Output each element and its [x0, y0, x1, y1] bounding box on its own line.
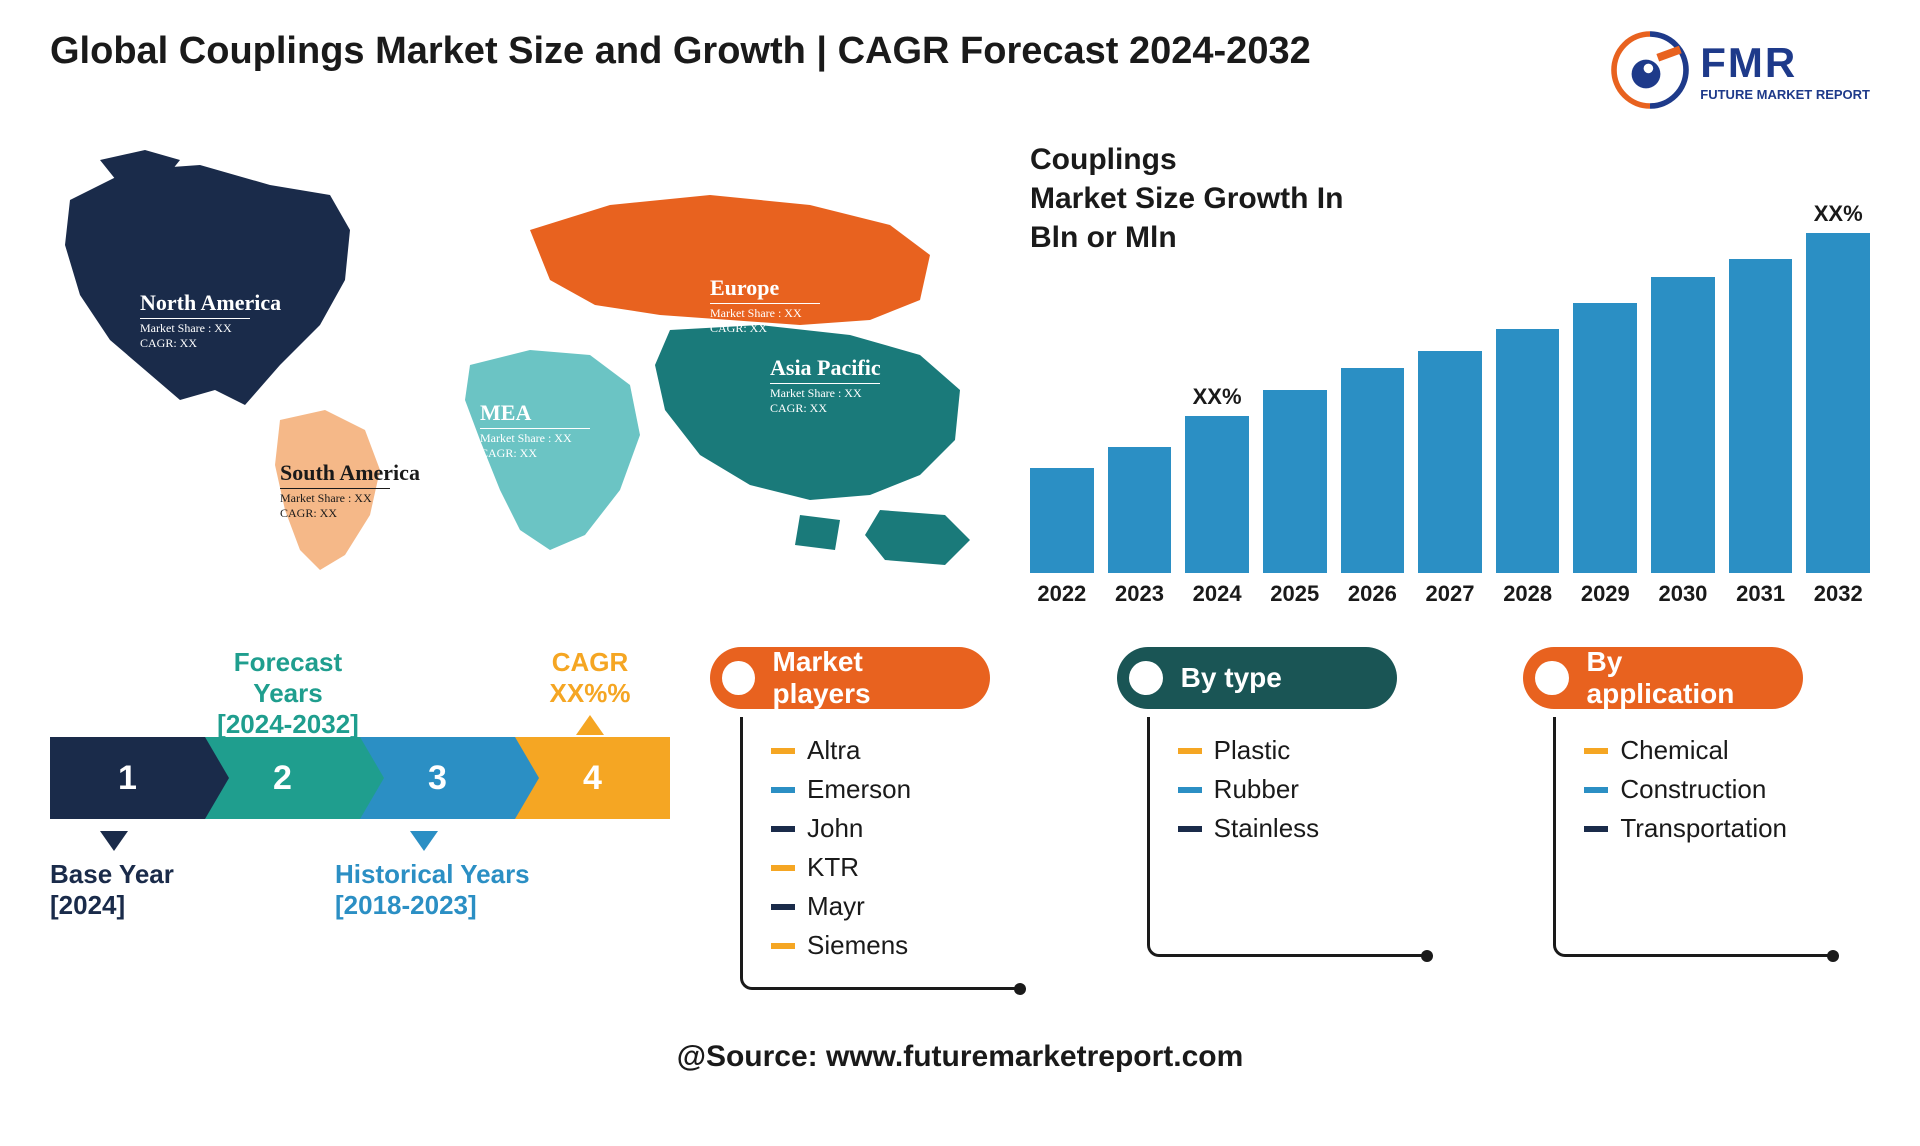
bar-rect: [1108, 447, 1172, 573]
dot-icon: [722, 661, 755, 695]
bar-2023: 2023: [1108, 447, 1172, 607]
chevron-down-icon: [100, 831, 128, 851]
bar-year-label: 2030: [1658, 581, 1707, 607]
tick-icon: [771, 865, 795, 871]
bar-2022: 2022: [1030, 468, 1094, 607]
logo: FMR FUTURE MARKET REPORT: [1610, 30, 1870, 110]
tick-icon: [771, 904, 795, 910]
bar-rect: [1030, 468, 1094, 573]
list-item: John: [771, 813, 1020, 844]
bar-2024: XX%2024: [1185, 416, 1249, 607]
section-bracket: Altra Emerson John KTR Mayr Siemens: [740, 717, 1020, 990]
bar-rect: [1496, 329, 1560, 573]
region-label-na: North AmericaMarket Share : XXCAGR: XX: [140, 290, 281, 351]
tick-icon: [1584, 826, 1608, 832]
bar-2032: XX%2032: [1806, 233, 1870, 607]
bar-annotation: XX%: [1814, 201, 1863, 227]
bar-year-label: 2024: [1193, 581, 1242, 607]
dot-icon: [1129, 661, 1163, 695]
bar-rect: [1341, 368, 1405, 573]
list-item: Emerson: [771, 774, 1020, 805]
bar-year-label: 2031: [1736, 581, 1785, 607]
tick-icon: [1584, 748, 1608, 754]
region-label-ap: Asia PacificMarket Share : XXCAGR: XX: [770, 355, 881, 416]
timeline-segment-1: 1: [50, 737, 205, 819]
section-pill: Market players: [710, 647, 990, 709]
info-section-1: By type Plastic Rubber Stainless: [1117, 647, 1464, 990]
region-label-eu: EuropeMarket Share : XXCAGR: XX: [710, 275, 820, 336]
tick-icon: [1178, 826, 1202, 832]
list-item: Mayr: [771, 891, 1020, 922]
list-item: Altra: [771, 735, 1020, 766]
bar-rect: [1651, 277, 1715, 573]
tick-icon: [771, 943, 795, 949]
page-title: Global Couplings Market Size and Growth …: [50, 30, 1311, 73]
cagr-label: CAGRXX%%: [530, 647, 650, 735]
bar-2026: 2026: [1341, 368, 1405, 607]
bar-2029: 2029: [1573, 303, 1637, 607]
bar-year-label: 2029: [1581, 581, 1630, 607]
bar-2027: 2027: [1418, 351, 1482, 607]
info-section-0: Market players Altra Emerson John KTR Mayr Sie…: [710, 647, 1057, 990]
bar-annotation: XX%: [1193, 384, 1242, 410]
world-map: North AmericaMarket Share : XXCAGR: XX So…: [50, 140, 1000, 580]
bar-chart: Couplings Market Size Growth In Bln or M…: [1030, 140, 1870, 607]
chevron-up-icon: [576, 715, 604, 735]
tick-icon: [771, 787, 795, 793]
section-pill: By type: [1117, 647, 1397, 709]
tick-icon: [771, 826, 795, 832]
region-label-sa: South AmericaMarket Share : XXCAGR: XX: [280, 460, 420, 521]
section-bracket: Chemical Construction Transportation: [1553, 717, 1833, 957]
bar-rect: [1729, 259, 1793, 573]
info-section-2: By application Chemical Construction Transp…: [1523, 647, 1870, 990]
bar-year-label: 2023: [1115, 581, 1164, 607]
bar-2031: 2031: [1729, 259, 1793, 607]
bar-year-label: 2026: [1348, 581, 1397, 607]
list-item: Plastic: [1178, 735, 1427, 766]
tick-icon: [1584, 787, 1608, 793]
chart-title: Couplings Market Size Growth In Bln or M…: [1030, 140, 1870, 257]
list-item: Chemical: [1584, 735, 1833, 766]
bar-rect: [1263, 390, 1327, 573]
section-bracket: Plastic Rubber Stainless: [1147, 717, 1427, 957]
tick-icon: [1178, 787, 1202, 793]
tick-icon: [1178, 748, 1202, 754]
dot-icon: [1535, 661, 1568, 695]
base-year-label: Base Year[2024]: [50, 859, 174, 921]
bar-year-label: 2022: [1037, 581, 1086, 607]
bar-2030: 2030: [1651, 277, 1715, 607]
bar-2025: 2025: [1263, 390, 1327, 607]
list-item: Rubber: [1178, 774, 1427, 805]
tick-icon: [771, 748, 795, 754]
bar-year-label: 2027: [1426, 581, 1475, 607]
list-item: KTR: [771, 852, 1020, 883]
logo-icon: [1610, 30, 1690, 110]
logo-text-main: FMR: [1700, 39, 1870, 87]
bar-2028: 2028: [1496, 329, 1560, 607]
bar-year-label: 2028: [1503, 581, 1552, 607]
source-text: @Source: www.futuremarketreport.com: [50, 1040, 1870, 1074]
bar-rect: [1185, 416, 1249, 573]
bar-year-label: 2025: [1270, 581, 1319, 607]
timeline: Forecast Years[2024-2032] CAGRXX%% 1234 …: [50, 647, 670, 931]
region-label-mea: MEAMarket Share : XXCAGR: XX: [480, 400, 590, 461]
list-item: Construction: [1584, 774, 1833, 805]
historical-years-label: Historical Years[2018-2023]: [335, 859, 530, 921]
list-item: Siemens: [771, 930, 1020, 961]
bar-rect: [1573, 303, 1637, 573]
bar-rect: [1418, 351, 1482, 573]
logo-text-sub: FUTURE MARKET REPORT: [1700, 87, 1870, 102]
chevron-down-icon: [410, 831, 438, 851]
bar-rect: [1806, 233, 1870, 573]
list-item: Stainless: [1178, 813, 1427, 844]
bar-year-label: 2032: [1814, 581, 1863, 607]
section-pill: By application: [1523, 647, 1803, 709]
list-item: Transportation: [1584, 813, 1833, 844]
